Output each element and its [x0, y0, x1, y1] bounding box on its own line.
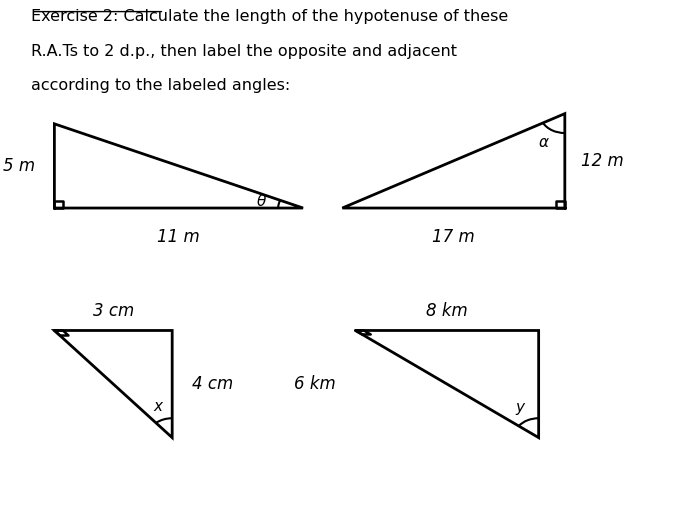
Text: 3 cm: 3 cm — [92, 302, 134, 320]
Text: α: α — [538, 134, 548, 150]
Text: 6 km: 6 km — [294, 375, 336, 393]
Text: Exercise 2: Calculate the length of the hypotenuse of these: Exercise 2: Calculate the length of the … — [31, 9, 509, 24]
Text: θ: θ — [256, 194, 266, 209]
Text: according to the labeled angles:: according to the labeled angles: — [31, 78, 291, 93]
Text: 4 cm: 4 cm — [192, 375, 233, 393]
Text: 12 m: 12 m — [581, 151, 624, 170]
Text: y: y — [515, 401, 524, 416]
Text: 5 m: 5 m — [3, 156, 35, 175]
Text: R.A.Ts to 2 d.p., then label the opposite and adjacent: R.A.Ts to 2 d.p., then label the opposit… — [31, 44, 458, 58]
Text: 11 m: 11 m — [157, 228, 200, 246]
Text: 17 m: 17 m — [432, 228, 475, 246]
Text: x: x — [153, 399, 162, 414]
Text: 8 km: 8 km — [426, 302, 468, 320]
